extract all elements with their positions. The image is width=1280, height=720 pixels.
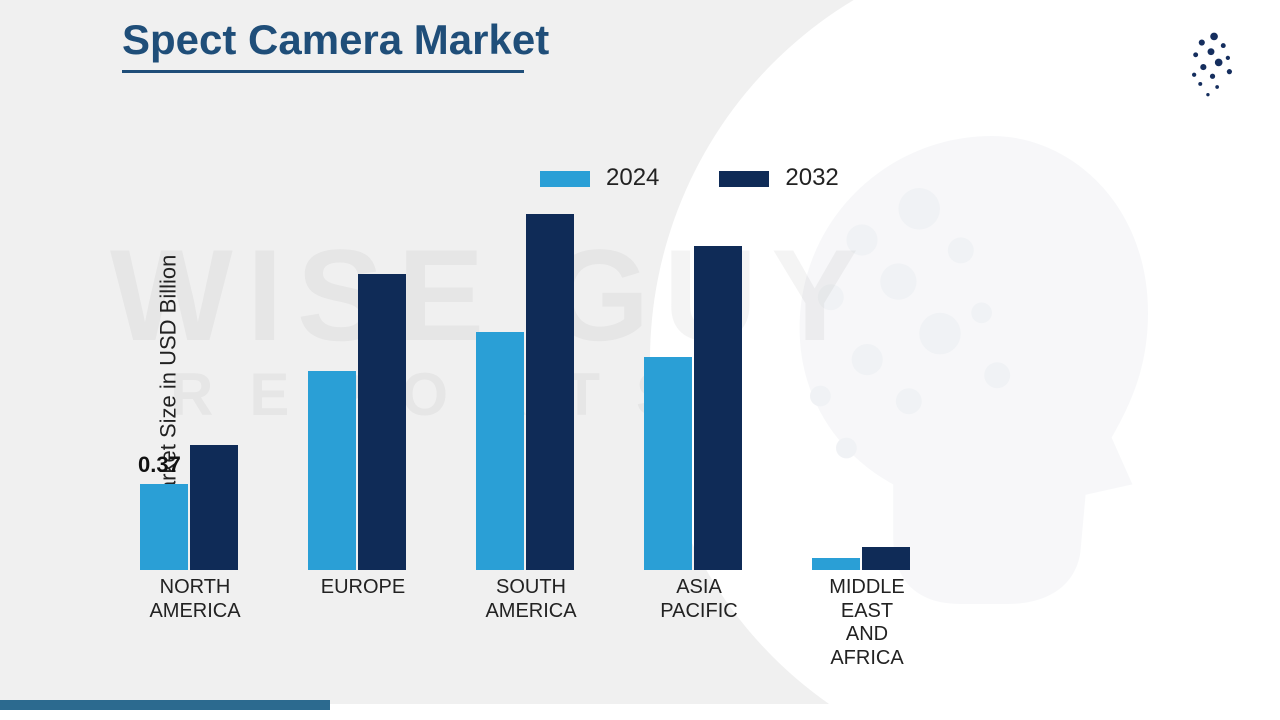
- bar-2032: [190, 445, 238, 570]
- brand-logo-main: WISE GUY: [966, 24, 1162, 66]
- bar-2032: [358, 274, 406, 570]
- bar-2024: [644, 357, 692, 570]
- legend-swatch-2032: [719, 171, 769, 187]
- bar-2024: [812, 558, 860, 570]
- legend-swatch-2024: [540, 171, 590, 187]
- legend-label-2032: 2032: [785, 164, 838, 191]
- x-axis-label: SOUTHAMERICA: [466, 576, 596, 623]
- x-axis-label: NORTHAMERICA: [130, 576, 260, 623]
- legend: 2024 2032: [540, 164, 839, 192]
- brand-head-icon: [1172, 18, 1250, 110]
- plot-area: 0.37: [130, 200, 940, 570]
- chart-title: Spect Camera Market: [122, 16, 549, 64]
- bar-value-label: 0.37: [138, 452, 181, 478]
- chart-stage: WISE GUY REPORTS Spect Camera Market WIS…: [0, 0, 1280, 720]
- bar-2032: [694, 246, 742, 570]
- title-underline: [122, 70, 524, 73]
- bar-2024: [476, 332, 524, 570]
- legend-item-2032: 2032: [719, 164, 838, 192]
- legend-label-2024: 2024: [606, 164, 659, 191]
- legend-item-2024: 2024: [540, 164, 659, 192]
- bottom-accent-bar: [0, 700, 330, 710]
- bar-2032: [526, 214, 574, 570]
- bar-2024: [308, 371, 356, 570]
- x-axis-label: MIDDLEEASTANDAFRICA: [802, 576, 932, 670]
- brand-logo-text: WISE GUY REPORTS: [966, 24, 1162, 81]
- x-axis-label: EUROPE: [298, 576, 428, 600]
- brand-logo-sub: REPORTS: [966, 64, 1162, 81]
- bar-2032: [862, 547, 910, 570]
- x-axis-label: ASIAPACIFIC: [634, 576, 764, 623]
- bar-2024: [140, 484, 188, 570]
